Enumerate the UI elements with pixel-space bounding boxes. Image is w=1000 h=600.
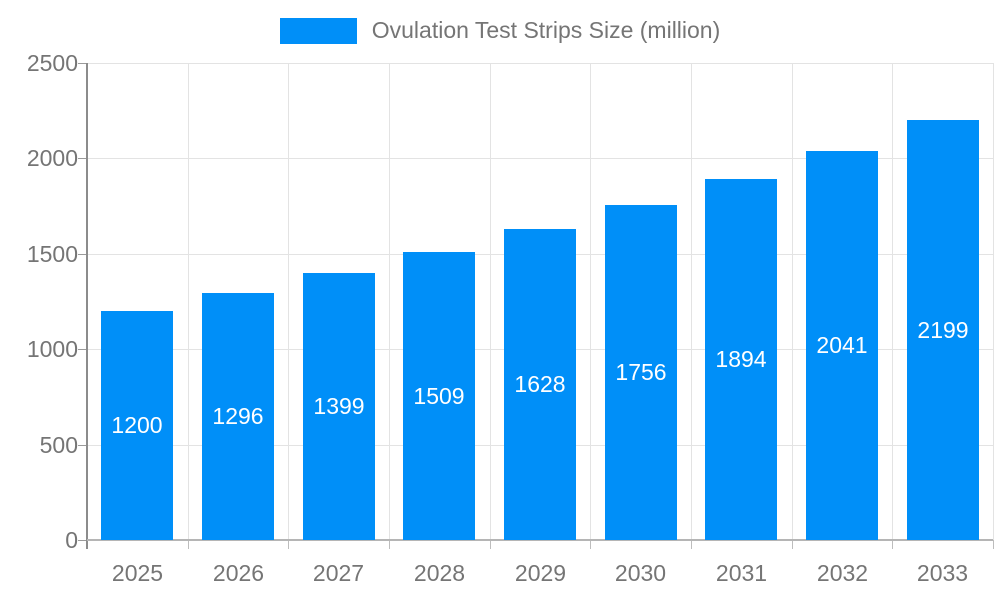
y-gridline	[87, 63, 993, 64]
x-gridline	[389, 63, 390, 540]
x-tick-label: 2026	[212, 560, 265, 586]
y-tick-label: 500	[39, 432, 78, 458]
x-tick-label: 2028	[413, 560, 466, 586]
bar[interactable]: 2041	[806, 151, 878, 540]
y-tick-mark	[78, 63, 87, 64]
bar-value-label: 1509	[413, 382, 465, 409]
bar-value-label: 1756	[615, 359, 667, 385]
x-tick-label: 2032	[816, 560, 869, 586]
y-tick-mark	[78, 158, 87, 159]
bar-value-label: 1200	[111, 412, 163, 438]
x-gridline	[490, 63, 491, 540]
y-axis-line	[86, 63, 88, 549]
x-tick-label: 2033	[916, 560, 969, 586]
x-tick-mark	[792, 540, 793, 549]
x-gridline	[288, 63, 289, 540]
y-tick-label: 1500	[26, 241, 78, 267]
x-tick-mark	[490, 540, 491, 549]
x-tick-label: 2030	[614, 560, 667, 586]
bar[interactable]: 1894	[705, 179, 777, 540]
x-tick-mark	[590, 540, 591, 549]
y-tick-mark	[78, 445, 87, 446]
bar[interactable]: 1628	[504, 229, 576, 540]
x-gridline	[792, 63, 793, 540]
bar-value-label: 1296	[212, 403, 264, 429]
x-tick-mark	[691, 540, 692, 549]
bar-value-label: 2199	[917, 316, 969, 343]
x-tick-mark	[389, 540, 390, 549]
x-tick-mark	[892, 540, 893, 549]
legend-swatch[interactable]	[279, 17, 357, 44]
bar[interactable]: 1399	[303, 273, 375, 540]
y-tick-label: 1000	[26, 336, 78, 362]
bar[interactable]: 1200	[101, 311, 173, 540]
x-tick-label: 2027	[312, 560, 365, 586]
y-tick-mark	[78, 540, 87, 541]
y-tick-mark	[78, 349, 87, 350]
x-gridline	[993, 63, 994, 540]
x-tick-label: 2029	[514, 560, 567, 586]
bar[interactable]: 1756	[605, 205, 677, 540]
bar-value-label: 2041	[816, 332, 868, 358]
x-gridline	[590, 63, 591, 540]
x-gridline	[892, 63, 893, 540]
y-gridline	[87, 158, 993, 159]
x-gridline	[691, 63, 692, 540]
x-gridline	[188, 63, 189, 540]
x-tick-label: 2025	[111, 560, 164, 586]
y-tick-label: 2000	[26, 145, 78, 171]
legend-label[interactable]: Ovulation Test Strips Size (million)	[371, 17, 721, 43]
x-tick-mark	[288, 540, 289, 549]
y-tick-label: 0	[65, 527, 78, 553]
bar-value-label: 1399	[313, 393, 365, 419]
bar[interactable]: 2199	[907, 120, 979, 540]
x-tick-label: 2031	[715, 560, 768, 586]
y-tick-label: 2500	[26, 50, 78, 76]
x-axis-line	[87, 539, 993, 541]
x-tick-mark	[993, 540, 994, 549]
legend: Ovulation Test Strips Size (million)	[0, 17, 1000, 44]
y-tick-mark	[78, 254, 87, 255]
bar-value-label: 1628	[514, 371, 566, 397]
x-tick-mark	[188, 540, 189, 549]
bar-value-label: 1894	[715, 346, 767, 372]
bar[interactable]: 1509	[403, 252, 475, 540]
bar[interactable]: 1296	[202, 293, 274, 540]
